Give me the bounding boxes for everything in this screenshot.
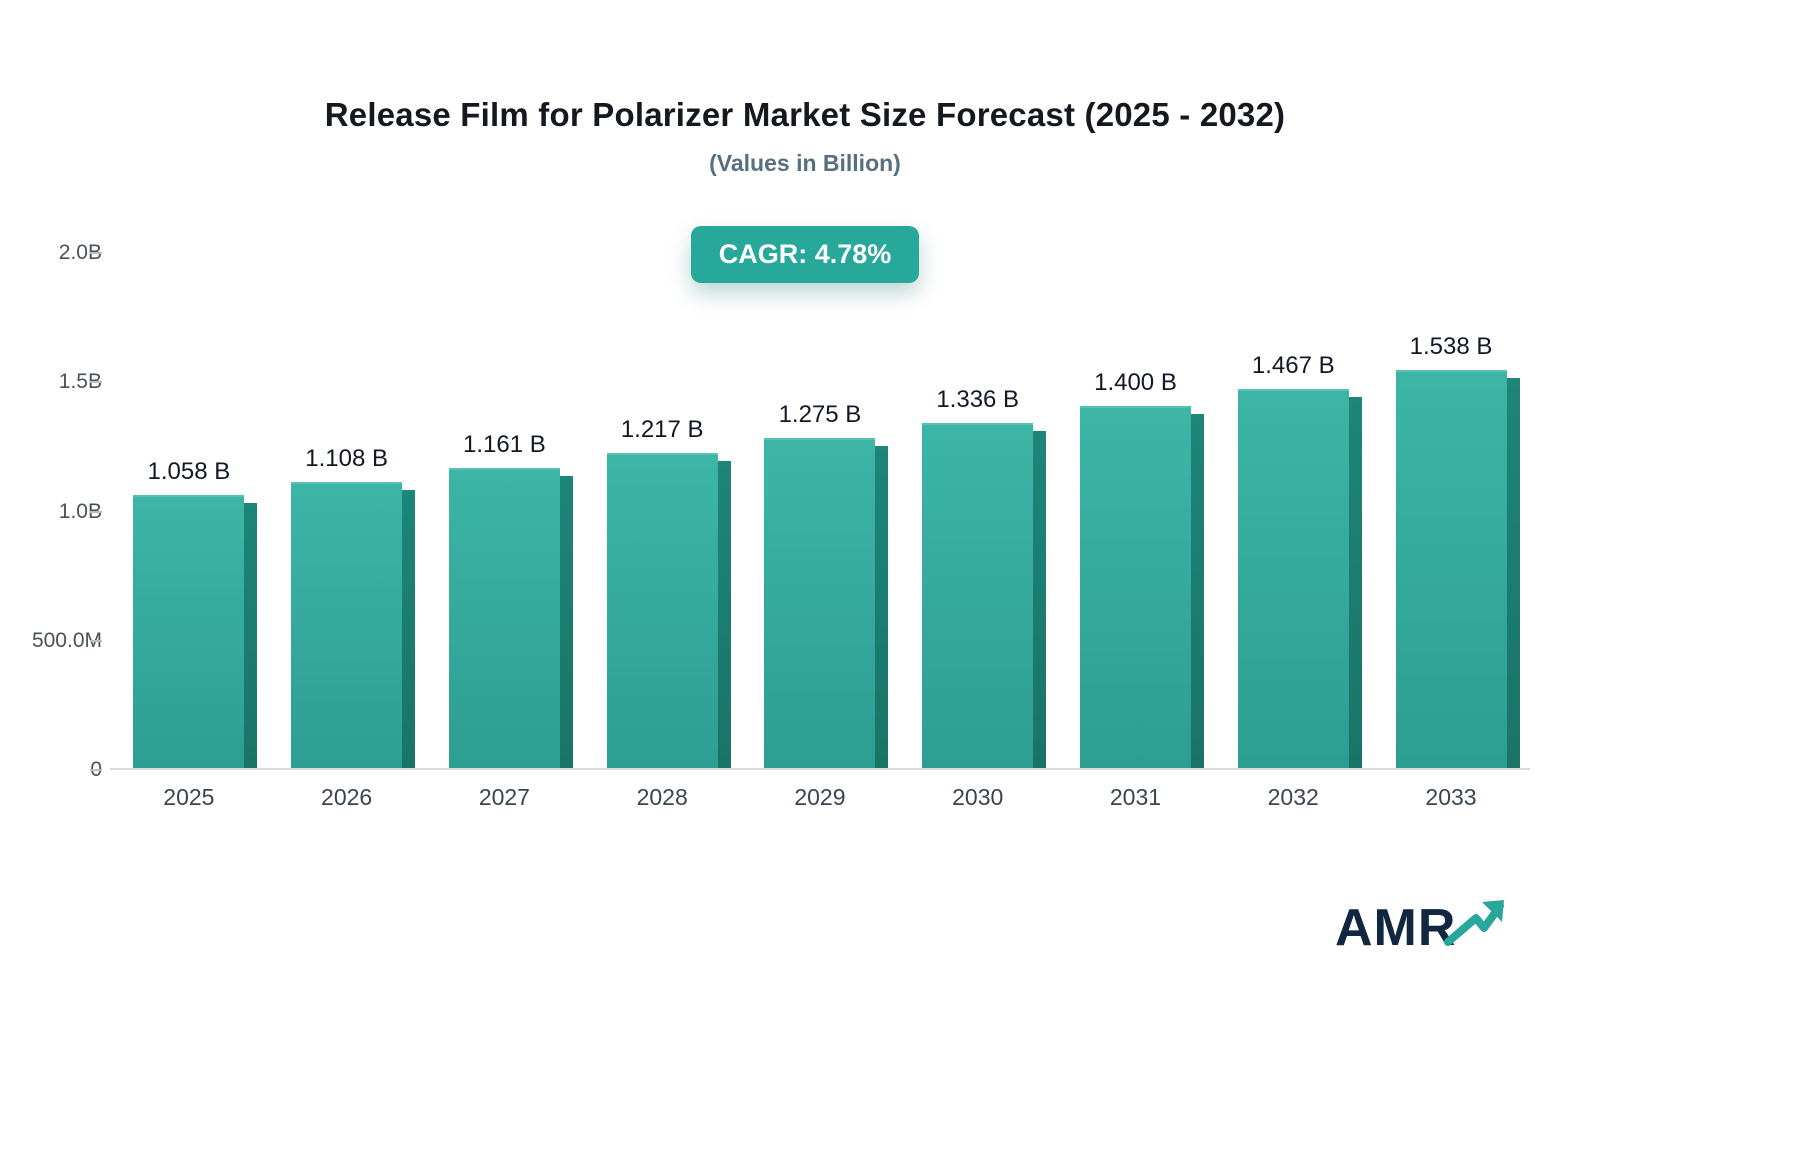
bar-value-label: 1.336 B xyxy=(936,385,1020,413)
bar-side-face xyxy=(402,489,416,768)
bar-value-label: 1.217 B xyxy=(620,416,704,444)
chart-region: Release Film for Polarizer Market Size F… xyxy=(20,0,1590,1156)
amr-logo: AMR xyxy=(1335,898,1506,958)
x-axis-label-2029: 2029 xyxy=(794,784,846,810)
bar-value-label: 1.161 B xyxy=(463,430,546,458)
bar-side-face xyxy=(875,446,889,768)
bar-side-face xyxy=(1506,378,1520,768)
bar-value-label: 1.275 B xyxy=(778,401,862,429)
bar xyxy=(291,481,416,768)
x-axis-label-2033: 2033 xyxy=(1425,784,1477,810)
x-axis-label-2028: 2028 xyxy=(636,784,688,810)
bar-group-2031: 1.400 B xyxy=(1079,369,1204,768)
bar-group-2029: 1.275 B xyxy=(764,401,889,768)
y-tick-label: 1.0B xyxy=(58,499,102,523)
x-axis-label-2030: 2030 xyxy=(952,784,1004,810)
bar-side-face xyxy=(717,461,731,768)
bars-container: 1.058 B 1.108 B 1.161 B 1.217 B 1.275 B 1.336… xyxy=(110,253,1530,768)
bar-value-label: 1.400 B xyxy=(1094,369,1177,397)
bar-group-2030: 1.336 B xyxy=(922,385,1047,768)
bar-group-2027: 1.161 B xyxy=(448,430,573,768)
y-tick-label: 500.0M xyxy=(31,628,102,652)
x-axis-label-2031: 2031 xyxy=(1109,784,1162,810)
bar-side-face xyxy=(559,475,573,768)
x-axis-label-2032: 2032 xyxy=(1267,784,1319,810)
bar-group-2032: 1.467 B xyxy=(1237,351,1362,768)
y-tick-mark xyxy=(90,252,102,254)
bar-group-2025: 1.058 B xyxy=(133,457,258,768)
bar xyxy=(922,422,1047,768)
bar-side-face xyxy=(244,502,258,768)
bar-front-face xyxy=(606,453,718,768)
x-axis-labels: 2025 2026 2027 2028 2029 2030 2031 2032 2033 xyxy=(110,784,1530,811)
bar-front-face xyxy=(291,481,403,768)
bar-value-label: 1.538 B xyxy=(1409,333,1493,361)
bar-side-face xyxy=(1033,430,1047,768)
bar xyxy=(1079,406,1204,768)
y-tick-label: 1.5B xyxy=(58,370,102,394)
bar-front-face xyxy=(1079,406,1191,768)
x-axis-label-2026: 2026 xyxy=(321,784,373,810)
x-axis-label-2027: 2027 xyxy=(478,784,530,810)
bar-front-face xyxy=(448,467,560,768)
bar-side-face xyxy=(1190,414,1204,768)
amr-logo-text: AMR xyxy=(1335,899,1457,957)
bar xyxy=(448,467,573,768)
bar-side-face xyxy=(1348,396,1362,768)
bar-value-label: 1.467 B xyxy=(1251,351,1335,379)
y-tick-mark xyxy=(90,381,102,384)
bar xyxy=(764,438,889,768)
bar xyxy=(1395,370,1520,768)
y-tick-mark xyxy=(90,639,102,642)
bar-value-label: 1.108 B xyxy=(305,444,388,472)
bar-front-face xyxy=(133,494,245,768)
growth-arrow-icon xyxy=(1442,898,1506,955)
bar-front-face xyxy=(1395,370,1507,768)
chart-subtitle: (Values in Billion) xyxy=(709,150,901,176)
plot-area: 1.058 B 1.108 B 1.161 B 1.217 B 1.275 B 1.336… xyxy=(90,252,1530,771)
bar-value-label: 1.058 B xyxy=(147,457,231,485)
bar-group-2033: 1.538 B xyxy=(1395,333,1520,768)
bar xyxy=(133,494,258,768)
bar-front-face xyxy=(1237,388,1349,768)
y-tick-mark xyxy=(90,510,102,513)
bar-group-2028: 1.217 B xyxy=(606,416,731,768)
x-axis-label-2025: 2025 xyxy=(163,784,215,810)
bar xyxy=(1237,388,1362,768)
cagr-badge: CAGR: 4.78% xyxy=(690,226,920,283)
y-tick-label: 2.0B xyxy=(58,241,102,264)
y-tick-mark xyxy=(90,769,102,771)
chart-title: Release Film for Polarizer Market Size F… xyxy=(324,96,1286,133)
badge-row: CAGR: 4.78% xyxy=(20,226,1590,283)
bar xyxy=(606,453,731,768)
bar-group-2026: 1.108 B xyxy=(291,444,416,768)
bar-front-face xyxy=(764,438,876,768)
bar-front-face xyxy=(922,422,1034,768)
